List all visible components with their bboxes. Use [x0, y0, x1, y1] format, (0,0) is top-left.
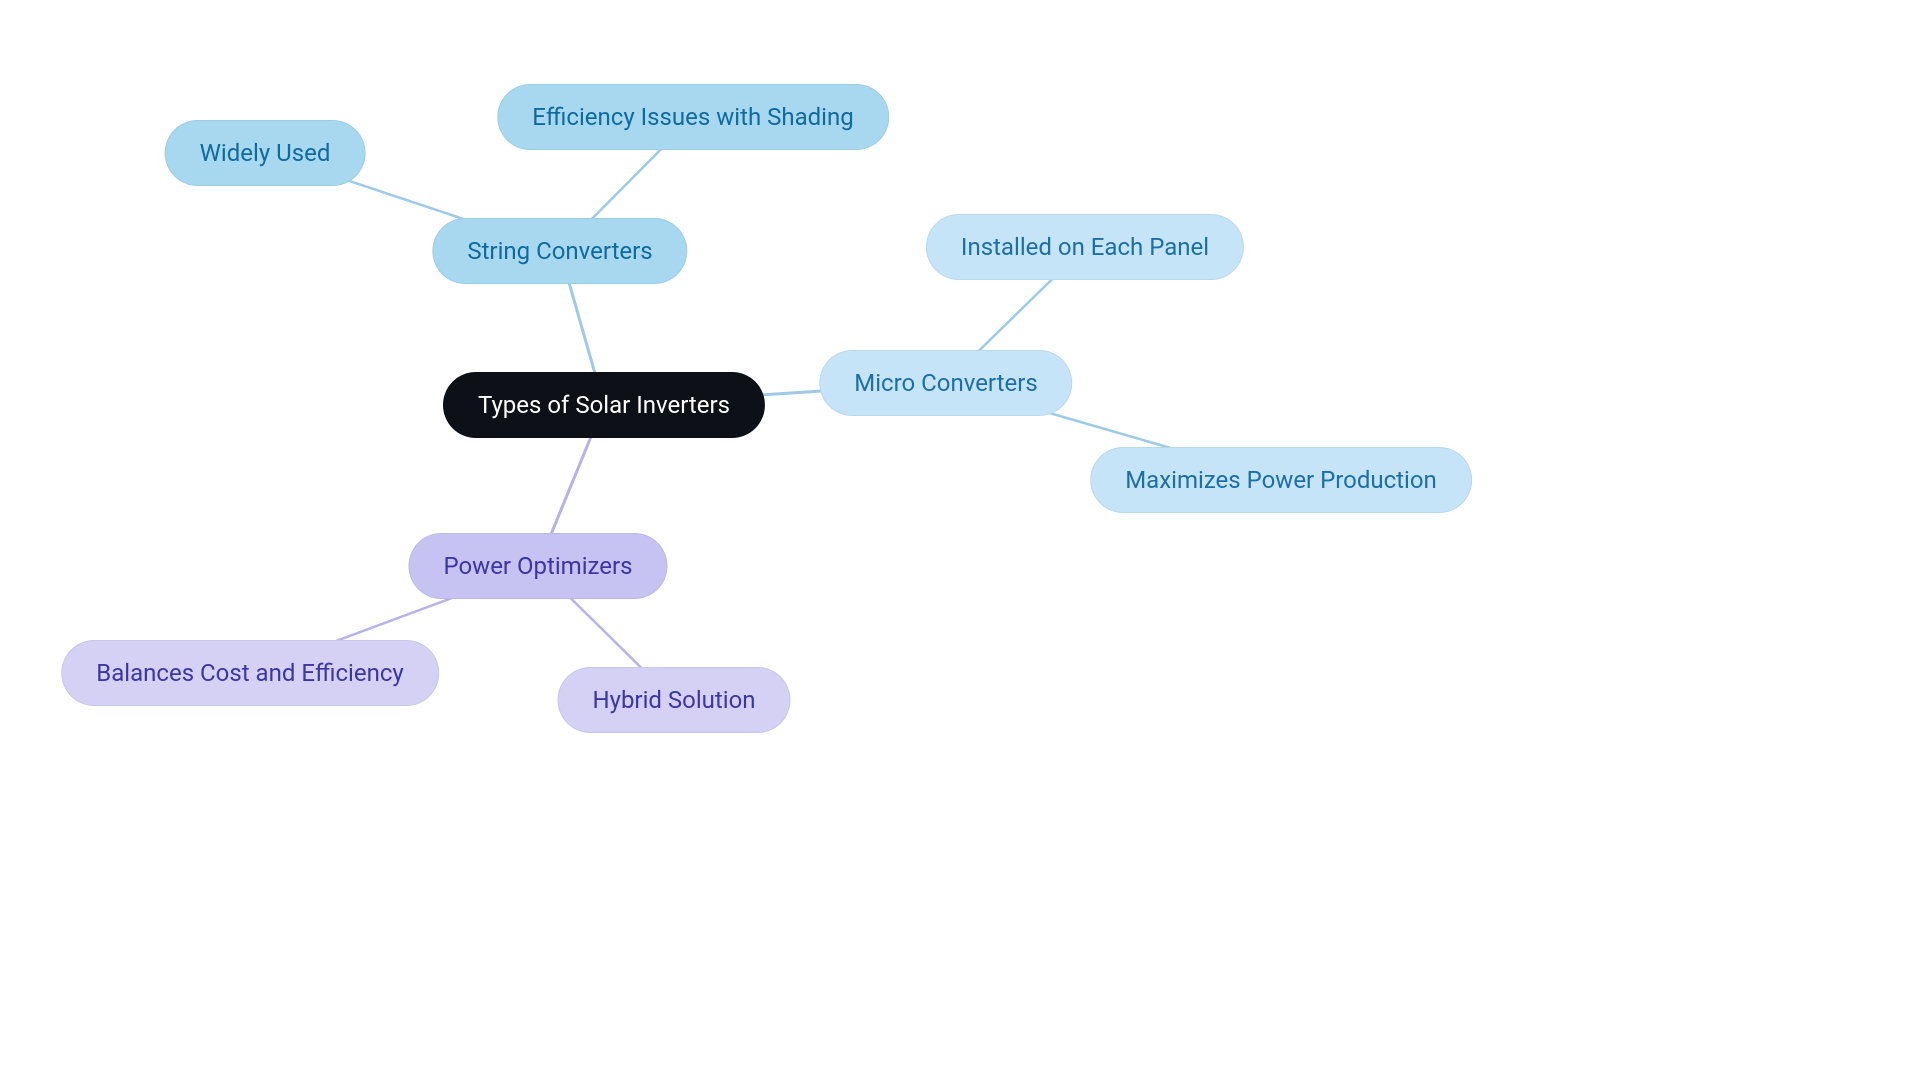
- node-label: Micro Converters: [854, 369, 1037, 397]
- node-power_opt: Power Optimizers: [408, 533, 667, 599]
- node-label: Power Optimizers: [443, 552, 632, 580]
- node-root: Types of Solar Inverters: [443, 372, 765, 438]
- node-label: Efficiency Issues with Shading: [532, 103, 854, 131]
- node-micro: Micro Converters: [819, 350, 1072, 416]
- node-label: Widely Used: [200, 139, 331, 167]
- node-efficiency_shading: Efficiency Issues with Shading: [497, 84, 889, 150]
- node-label: Types of Solar Inverters: [478, 391, 730, 419]
- node-balances: Balances Cost and Efficiency: [61, 640, 439, 706]
- node-label: Installed on Each Panel: [961, 233, 1209, 261]
- node-label: Hybrid Solution: [592, 686, 755, 714]
- node-hybrid: Hybrid Solution: [557, 667, 790, 733]
- node-label: String Converters: [467, 237, 652, 265]
- node-max_power: Maximizes Power Production: [1090, 447, 1472, 513]
- node-label: Balances Cost and Efficiency: [96, 659, 404, 687]
- node-each_panel: Installed on Each Panel: [926, 214, 1244, 280]
- node-widely_used: Widely Used: [165, 120, 366, 186]
- node-string: String Converters: [432, 218, 687, 284]
- node-label: Maximizes Power Production: [1125, 466, 1437, 494]
